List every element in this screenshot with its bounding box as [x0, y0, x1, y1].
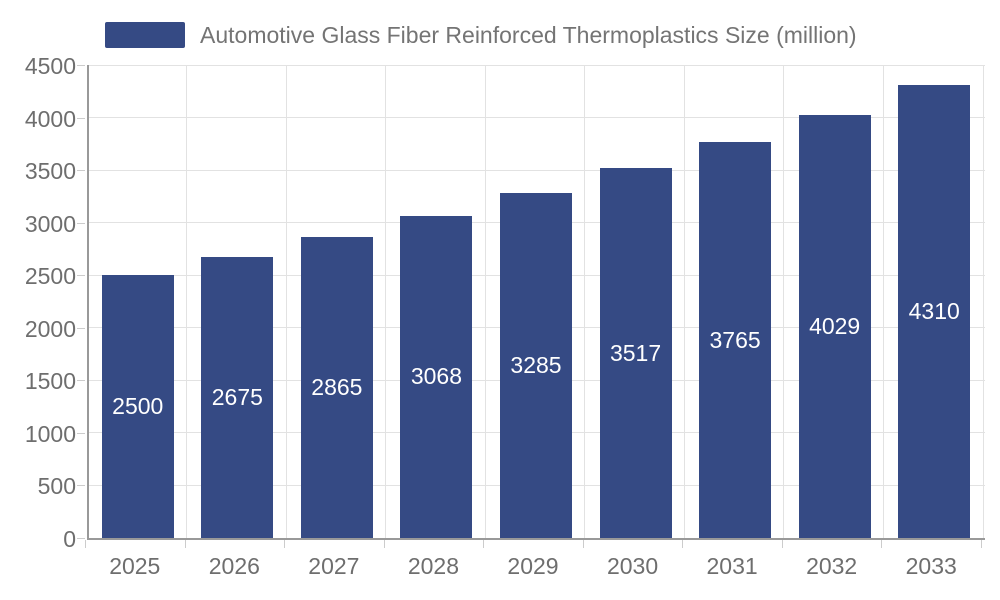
bar-2033[interactable]: 4310 [898, 84, 971, 538]
legend-swatch[interactable] [105, 22, 185, 48]
y-axis-tick-label: 500 [37, 473, 76, 500]
gridline-vertical [385, 65, 387, 538]
y-axis-tick-label: 1000 [24, 420, 76, 447]
x-axis-tick-label: 2028 [407, 553, 460, 579]
gridline-horizontal [89, 64, 985, 66]
x-axis-tick-label: 2032 [806, 553, 858, 579]
y-axis-tick [77, 485, 85, 487]
plot-area: 2500 2675 2865 3068 3285 3517 3765 4029 4310 [87, 64, 985, 540]
gridline-vertical [683, 65, 685, 538]
y-axis-tick [77, 222, 85, 224]
x-axis-tick [85, 540, 86, 548]
chart-legend[interactable]: Automotive Glass Fiber Reinforced Thermo… [105, 15, 857, 55]
y-axis-tick-label: 2500 [24, 263, 76, 290]
bar-value-label: 3765 [709, 326, 761, 353]
bar-2032[interactable]: 4029 [798, 114, 871, 538]
x-axis-tick-label: 2025 [109, 553, 161, 579]
x-axis-tick-label: 2030 [606, 553, 659, 579]
y-axis-tick [77, 538, 85, 539]
y-axis-tick-label: 1500 [24, 368, 76, 395]
y-axis-tick [77, 117, 85, 119]
x-axis-tick [981, 540, 982, 548]
x-axis-tick-label: 2026 [208, 553, 260, 579]
bar-2027[interactable]: 2865 [300, 236, 373, 538]
gridline-vertical [186, 65, 188, 538]
x-axis-tick [383, 540, 385, 548]
y-axis-tick [77, 380, 85, 382]
y-axis-tick-label: 0 [63, 526, 76, 552]
bar-value-label: 2675 [211, 383, 263, 410]
x-axis-tick [881, 540, 883, 548]
y-axis-tick [77, 275, 85, 277]
y-axis-tick [77, 65, 85, 66]
y-axis-tick [77, 327, 85, 329]
bar-2026[interactable]: 2675 [201, 256, 274, 538]
gridline-vertical [982, 65, 984, 538]
bar-2028[interactable]: 3068 [400, 215, 473, 538]
y-axis-tick [77, 170, 85, 172]
x-axis-tick-label: 2031 [706, 553, 758, 579]
y-axis-tick-label: 3000 [24, 210, 76, 237]
y-axis-tick-label: 4500 [24, 53, 76, 79]
bar-2031[interactable]: 3765 [699, 142, 772, 538]
x-axis-tick [781, 540, 783, 548]
gridline-vertical [285, 65, 287, 538]
bar-2030[interactable]: 3517 [599, 168, 672, 538]
bar-value-label: 3068 [410, 363, 463, 390]
y-axis-tick-label: 3500 [24, 158, 76, 185]
x-axis-tick-label: 2033 [905, 553, 957, 579]
legend-label[interactable]: Automotive Glass Fiber Reinforced Thermo… [200, 21, 857, 48]
gridline-vertical [484, 65, 486, 538]
gridline-vertical [783, 65, 785, 538]
bar-2025[interactable]: 2500 [101, 275, 174, 538]
gridline-vertical [584, 65, 586, 538]
x-axis-tick [483, 540, 485, 548]
gridline-vertical [882, 65, 884, 538]
x-axis-tick [284, 540, 286, 548]
y-axis-tick-label: 4000 [24, 105, 76, 132]
bar-value-label: 3517 [609, 339, 662, 366]
x-axis-tick [682, 540, 684, 548]
x-axis-tick-label: 2027 [308, 553, 360, 579]
y-axis-tick-label: 2000 [24, 315, 76, 342]
bar-value-label: 2500 [112, 393, 164, 420]
bar-value-label: 3285 [510, 351, 562, 378]
y-axis-tick [77, 432, 85, 434]
bar-value-label: 4029 [809, 312, 861, 339]
x-axis-tick [184, 540, 186, 548]
bar-value-label: 4310 [908, 297, 960, 324]
x-axis-tick [582, 540, 584, 548]
bar-value-label: 2865 [311, 373, 363, 400]
bar-2029[interactable]: 3285 [500, 192, 572, 538]
x-axis-tick-label: 2029 [507, 553, 559, 579]
